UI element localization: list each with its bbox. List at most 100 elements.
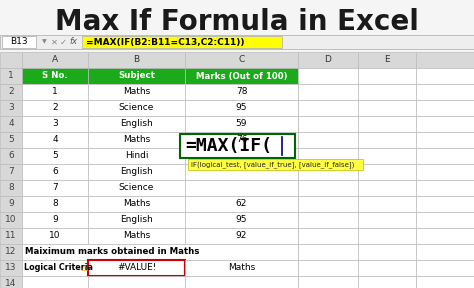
- Bar: [358, 148, 416, 164]
- Bar: [185, 260, 298, 276]
- Bar: [185, 276, 298, 288]
- Bar: [358, 244, 416, 260]
- Bar: [298, 84, 358, 100]
- Bar: [0, 84, 22, 100]
- Bar: [0, 132, 22, 148]
- Bar: [22, 148, 88, 164]
- Text: Maths: Maths: [123, 88, 150, 96]
- Bar: [298, 228, 358, 244]
- Text: Science: Science: [119, 183, 154, 192]
- Bar: [88, 196, 185, 212]
- Text: English: English: [120, 215, 153, 225]
- Bar: [2, 36, 36, 48]
- Bar: [0, 212, 22, 228]
- Bar: [358, 116, 416, 132]
- Bar: [88, 260, 185, 276]
- Bar: [358, 212, 416, 228]
- Bar: [358, 196, 416, 212]
- Bar: [82, 36, 282, 48]
- Text: 6: 6: [52, 168, 58, 177]
- Bar: [358, 52, 416, 68]
- Text: A: A: [52, 56, 58, 65]
- Text: 12: 12: [5, 247, 17, 257]
- Bar: [22, 52, 88, 68]
- Bar: [298, 52, 358, 68]
- Text: 9: 9: [8, 200, 14, 209]
- Bar: [22, 100, 88, 116]
- Bar: [22, 116, 88, 132]
- Bar: [88, 84, 185, 100]
- Text: 11: 11: [5, 232, 17, 240]
- Text: 95: 95: [236, 215, 247, 225]
- Bar: [416, 100, 474, 116]
- Bar: [88, 180, 185, 196]
- Bar: [0, 68, 22, 84]
- Text: ✓: ✓: [60, 37, 66, 46]
- Text: 1: 1: [52, 88, 58, 96]
- Bar: [358, 100, 416, 116]
- Bar: [416, 276, 474, 288]
- Bar: [298, 132, 358, 148]
- Text: ✕: ✕: [51, 37, 57, 46]
- Bar: [88, 68, 185, 84]
- Text: 4: 4: [52, 135, 58, 145]
- Bar: [416, 260, 474, 276]
- Text: 4: 4: [8, 120, 14, 128]
- Bar: [0, 100, 22, 116]
- Bar: [0, 52, 22, 68]
- Text: Maths: Maths: [123, 135, 150, 145]
- Text: 8: 8: [8, 183, 14, 192]
- Text: Logical Criteria: Logical Criteria: [24, 264, 93, 272]
- Text: 59: 59: [236, 120, 247, 128]
- Bar: [185, 212, 298, 228]
- Bar: [185, 228, 298, 244]
- Bar: [0, 148, 22, 164]
- Bar: [416, 68, 474, 84]
- Bar: [416, 180, 474, 196]
- Bar: [185, 84, 298, 100]
- Bar: [416, 164, 474, 180]
- Bar: [0, 276, 22, 288]
- Bar: [416, 244, 474, 260]
- Bar: [358, 260, 416, 276]
- Bar: [185, 132, 298, 148]
- Bar: [416, 52, 474, 68]
- Bar: [416, 196, 474, 212]
- Text: ▼: ▼: [42, 39, 46, 45]
- Bar: [298, 196, 358, 212]
- Bar: [298, 276, 358, 288]
- Text: 1: 1: [8, 71, 14, 81]
- Text: 9: 9: [52, 215, 58, 225]
- Bar: [0, 228, 22, 244]
- Bar: [22, 196, 88, 212]
- Text: 3: 3: [8, 103, 14, 113]
- Text: B13: B13: [10, 37, 28, 46]
- Bar: [298, 164, 358, 180]
- Bar: [185, 164, 298, 180]
- Bar: [88, 276, 185, 288]
- Bar: [358, 68, 416, 84]
- Text: =MAX(IF(B2:B11=C13,C2:C11)): =MAX(IF(B2:B11=C13,C2:C11)): [86, 37, 245, 46]
- Bar: [0, 244, 22, 260]
- Bar: [88, 164, 185, 180]
- Bar: [185, 148, 298, 164]
- Bar: [298, 260, 358, 276]
- Bar: [0, 180, 22, 196]
- Text: 3: 3: [52, 120, 58, 128]
- Bar: [416, 212, 474, 228]
- Bar: [358, 164, 416, 180]
- Text: Subject: Subject: [118, 71, 155, 81]
- Text: 5: 5: [52, 151, 58, 160]
- Bar: [188, 159, 363, 170]
- Bar: [22, 260, 88, 276]
- Bar: [358, 228, 416, 244]
- Text: 7: 7: [52, 183, 58, 192]
- Text: IF(logical_test, [value_if_true], [value_if_false]): IF(logical_test, [value_if_true], [value…: [191, 161, 355, 168]
- Bar: [22, 164, 88, 180]
- Bar: [298, 180, 358, 196]
- Bar: [185, 52, 298, 68]
- Bar: [185, 196, 298, 212]
- Bar: [416, 228, 474, 244]
- Text: 92: 92: [236, 232, 247, 240]
- Bar: [298, 244, 358, 260]
